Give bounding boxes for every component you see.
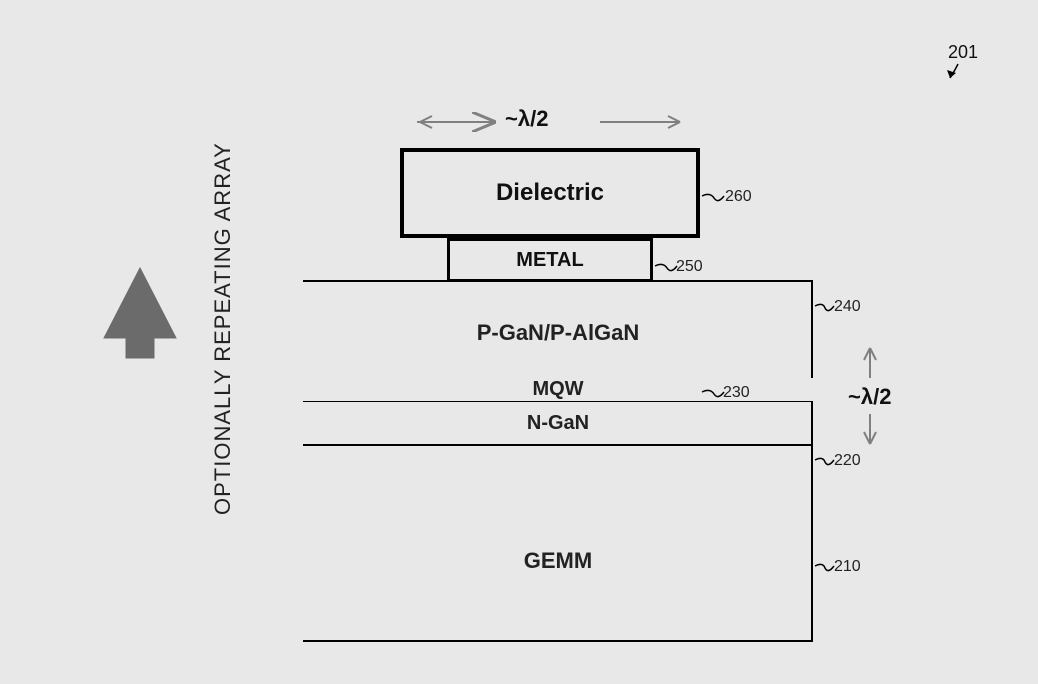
top-dimension-label: ~λ/2: [505, 106, 548, 132]
repeating-array-arrow: [104, 268, 176, 358]
callout-220: 220: [834, 452, 861, 470]
callout-240: 240: [834, 298, 861, 316]
top-dim-arrows: [420, 116, 680, 128]
layer-dielectric-label: Dielectric: [496, 179, 604, 207]
layer-dielectric: Dielectric: [400, 148, 700, 238]
callout-210: 210: [834, 558, 861, 576]
figure-ref-arrow: [947, 64, 958, 78]
right-dimension-label: ~λ/2: [848, 384, 891, 410]
callout-230: 230: [723, 384, 750, 402]
layer-gemm-label: GEMM: [303, 548, 813, 574]
layer-metal: METAL: [447, 238, 653, 282]
layer-pgan-label: P-GaN/P-AlGaN: [303, 320, 813, 346]
figure-number: 201: [948, 42, 978, 63]
stack-bottom-line: [303, 640, 813, 642]
layer-ngan-label: N-GaN: [303, 412, 813, 435]
layer-metal-label: METAL: [516, 249, 583, 272]
side-caption: OPTIONALLY REPEATING ARRAY: [210, 142, 236, 515]
figure-container: Dielectric METAL P-GaN/P-AlGaN MQW N-GaN…: [0, 0, 1038, 684]
ngan-bottom-line: [303, 444, 813, 446]
callout-250: 250: [676, 258, 703, 276]
callout-260: 260: [725, 188, 752, 206]
